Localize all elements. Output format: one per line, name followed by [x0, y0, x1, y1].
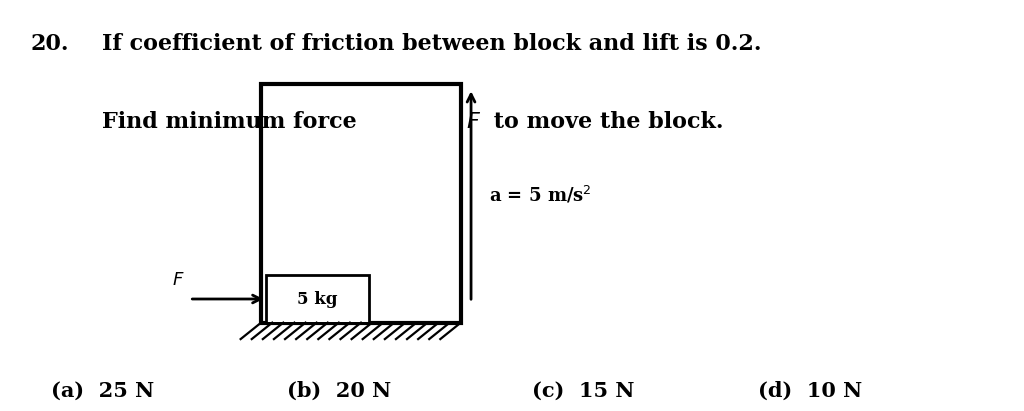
Text: Find minimum force: Find minimum force: [102, 111, 365, 133]
Text: 20.: 20.: [31, 33, 70, 55]
Text: to move the block.: to move the block.: [486, 111, 724, 133]
Text: a = 5 m/s$^2$: a = 5 m/s$^2$: [489, 185, 592, 206]
Text: (a)  25 N: (a) 25 N: [51, 381, 155, 400]
Bar: [266, 275, 369, 323]
Text: $F$: $F$: [172, 271, 184, 289]
Text: (d)  10 N: (d) 10 N: [758, 381, 862, 400]
Text: If coefficient of friction between block and lift is 0.2.: If coefficient of friction between block…: [102, 33, 762, 55]
Text: 5 kg: 5 kg: [297, 291, 338, 307]
Text: (b)  20 N: (b) 20 N: [287, 381, 391, 400]
Text: (c)  15 N: (c) 15 N: [532, 381, 635, 400]
Text: $F$: $F$: [466, 111, 481, 133]
Bar: [261, 84, 461, 323]
